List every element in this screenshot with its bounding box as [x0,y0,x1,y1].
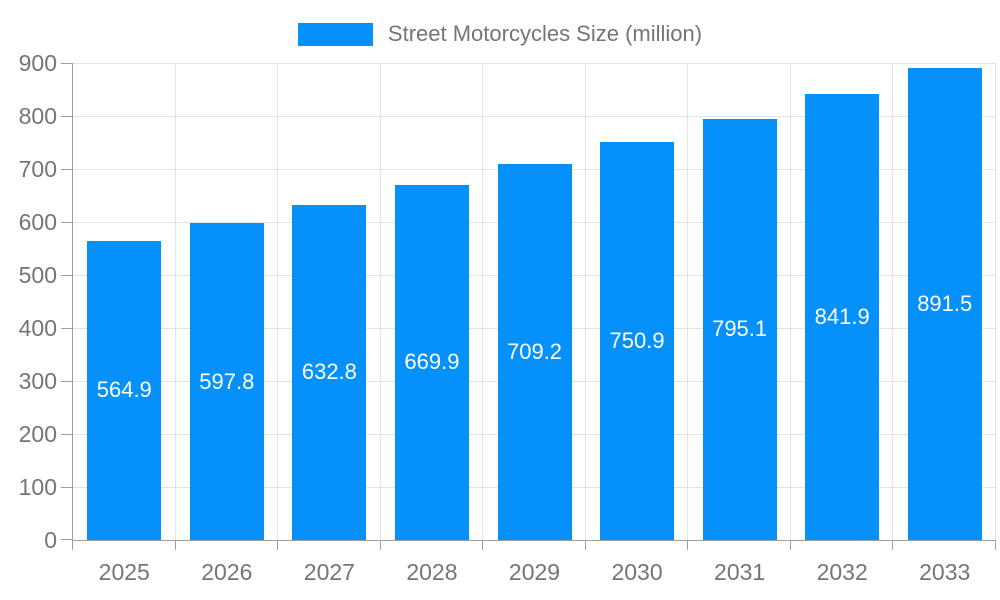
gridline-vertical [687,63,689,540]
bar: 632.8 [292,204,367,540]
gridline-vertical [789,63,791,540]
y-axis-tick-label: 500 [18,262,57,288]
y-axis-tick [61,169,72,170]
legend-label: Street Motorcycles Size (million) [387,21,703,46]
y-axis-tick-label: 400 [18,315,57,341]
y-axis-tick-label: 200 [18,421,57,447]
bar-value-label: 564.9 [96,377,152,403]
x-axis-tick-label: 2030 [611,559,663,585]
y-axis-tick [61,434,72,435]
x-axis-tick [277,541,279,550]
x-axis-tick-label: 2032 [816,559,868,585]
gridline-vertical [995,63,996,540]
y-axis-tick [61,487,72,488]
x-axis-tick [789,541,791,550]
legend-swatch [297,22,373,46]
x-axis-tick [379,541,381,550]
bar-value-label: 632.8 [301,359,357,385]
y-axis-tick [61,275,72,276]
x-axis-tick [174,541,176,550]
y-axis-tick [61,222,72,223]
bar: 669.9 [394,184,469,540]
gridline-vertical [174,63,176,540]
y-axis-tick-label: 900 [18,50,57,76]
gridline-vertical [277,63,279,540]
y-axis-tick [61,539,72,540]
bar: 564.9 [87,240,162,540]
x-axis-tick-label: 2031 [714,559,766,585]
x-axis-tick [687,541,689,550]
bar-value-label: 709.2 [506,339,563,365]
bar: 709.2 [497,164,572,540]
plot-area: 0 100 200 300 400 500 600 700 800 900 2025 2026 2027… [19,50,996,585]
legend: Street Motorcycles Size (million) [0,16,1000,52]
x-axis-tick-label: 2029 [508,559,561,585]
y-axis-tick [61,381,72,382]
bar: 750.9 [600,142,675,540]
x-axis-tick [482,541,484,550]
y-axis-tick-label: 800 [18,103,57,129]
bar: 795.1 [702,118,777,540]
bar-value-label: 841.9 [814,303,870,329]
gridline-vertical [584,63,586,540]
gridline-horizontal [73,63,996,64]
gridline-vertical [482,63,484,540]
x-axis-tick [72,541,73,550]
gridline-vertical [892,63,894,540]
y-axis-tick [61,328,72,329]
x-axis-tick-label: 2028 [406,559,458,585]
x-axis-tick-label: 2027 [303,559,355,585]
gridline-vertical [379,63,381,540]
y-axis-tick [61,63,72,64]
y-axis-tick-label: 300 [18,368,57,394]
x-axis-tick [995,541,996,550]
x-axis-tick [892,541,894,550]
x-axis-tick-label: 2033 [919,559,971,585]
x-axis-tick-label: 2026 [201,559,253,585]
y-axis-tick-label: 100 [18,474,57,500]
x-axis-tick-label: 2025 [98,559,150,585]
y-axis-tick-label: 600 [18,209,57,235]
x-axis-tick [584,541,586,550]
bar-value-label: 597.8 [199,368,255,394]
y-axis-tick [61,116,72,117]
bar-value-label: 795.1 [712,316,768,342]
bar-value-label: 669.9 [404,349,460,375]
bar-value-label: 750.9 [609,328,665,354]
bar: 841.9 [805,93,880,540]
y-axis-tick-label: 700 [18,156,57,182]
bar-value-label: 891.5 [917,290,973,316]
gridline-horizontal [73,116,996,117]
bar: 597.8 [189,223,264,540]
bar: 891.5 [907,67,982,540]
y-axis-tick-label: 0 [44,527,57,553]
